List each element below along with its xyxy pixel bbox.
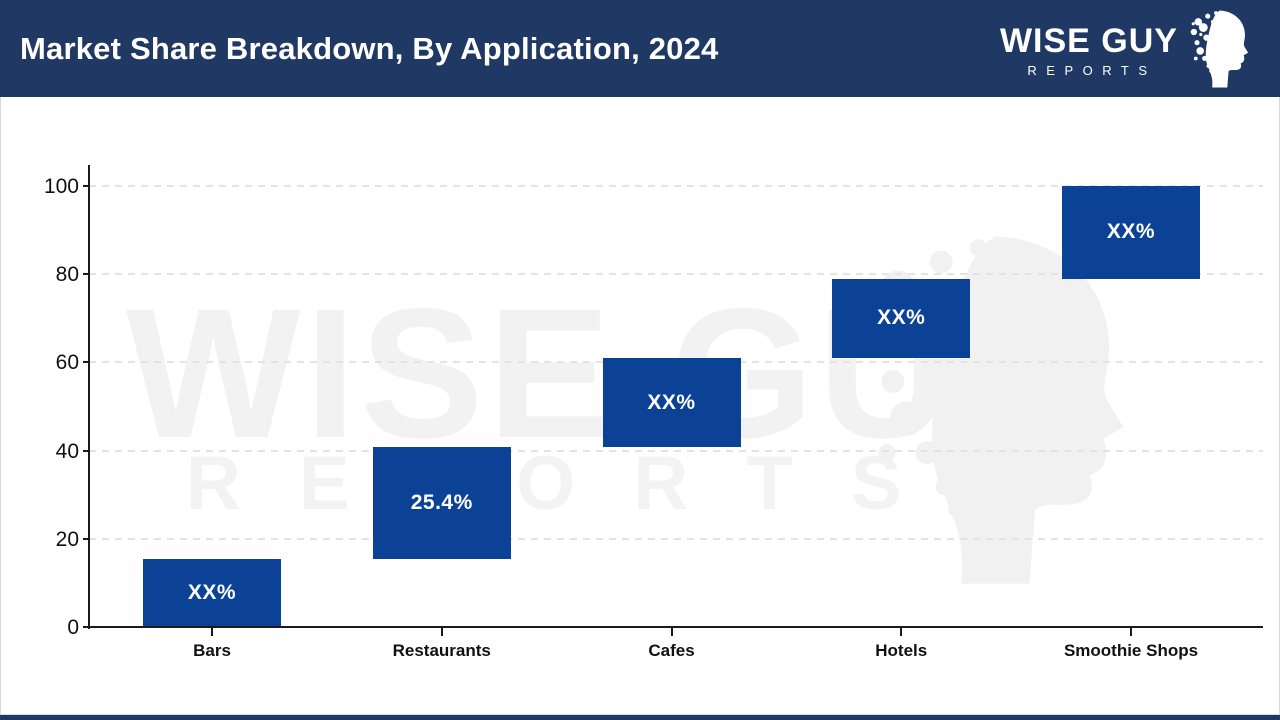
y-tick-label: 60 — [55, 351, 79, 375]
y-axis-line — [88, 165, 90, 629]
x-category-label: Restaurants — [392, 641, 491, 660]
y-tick-label: 80 — [55, 263, 79, 287]
y-tick — [83, 361, 89, 364]
y-gridline — [89, 273, 1263, 276]
chart-title: Market Share Breakdown, By Application, … — [20, 30, 719, 66]
y-gridline — [89, 449, 1263, 452]
y-tick — [83, 273, 89, 276]
x-tick — [440, 627, 443, 636]
logo-head-icon — [1190, 10, 1249, 88]
bar: XX% — [832, 278, 971, 358]
footer-bar — [0, 715, 1280, 720]
y-gridline — [89, 537, 1263, 540]
x-category-label: Bars — [193, 641, 231, 660]
x-category-label: Smoothie Shops — [1063, 641, 1199, 660]
logo-wordmark: WISE GUY — [999, 21, 1178, 60]
bar: XX% — [143, 559, 281, 627]
header-band: Market Share Breakdown, By Application, … — [0, 0, 1280, 97]
bar-value-label: XX% — [647, 390, 696, 414]
x-category-label: Cafes — [648, 641, 695, 660]
watermark-subtext: REPORTS — [186, 441, 960, 526]
y-tick-label: 40 — [55, 439, 79, 463]
y-tick-label: 100 — [43, 175, 79, 198]
bar-value-label: XX% — [877, 306, 926, 330]
y-tick — [83, 449, 89, 452]
footer-divider — [0, 714, 1280, 715]
x-axis-line — [89, 626, 1263, 628]
chart-area: WISE GUY REPORTS 0 20 40 60 80 100 XX% Bars 25.4… — [0, 97, 1280, 714]
y-tick-label: 0 — [67, 616, 79, 639]
bar-value-label: XX% — [187, 581, 237, 605]
x-category-label: Hotels — [875, 641, 928, 660]
x-tick — [211, 627, 213, 636]
y-tick-label: 20 — [55, 527, 79, 551]
bar: XX% — [602, 357, 741, 448]
x-tick — [670, 627, 673, 636]
bar-value-label: XX% — [1106, 220, 1156, 244]
bar: 25.4% — [372, 447, 511, 560]
y-tick — [83, 626, 89, 628]
logo-text: WISE GUY REPORTS — [1000, 21, 1178, 78]
y-gridline — [89, 185, 1263, 187]
y-tick — [83, 185, 89, 187]
bar: XX% — [1062, 186, 1200, 279]
y-tick — [83, 537, 89, 540]
x-tick — [1130, 627, 1132, 636]
wiseguy-logo: WISE GUY REPORTS — [1000, 8, 1262, 90]
logo-subtitle: REPORTS — [1027, 62, 1157, 78]
bar-value-label: 25.4% — [410, 491, 473, 515]
x-tick — [900, 627, 903, 636]
